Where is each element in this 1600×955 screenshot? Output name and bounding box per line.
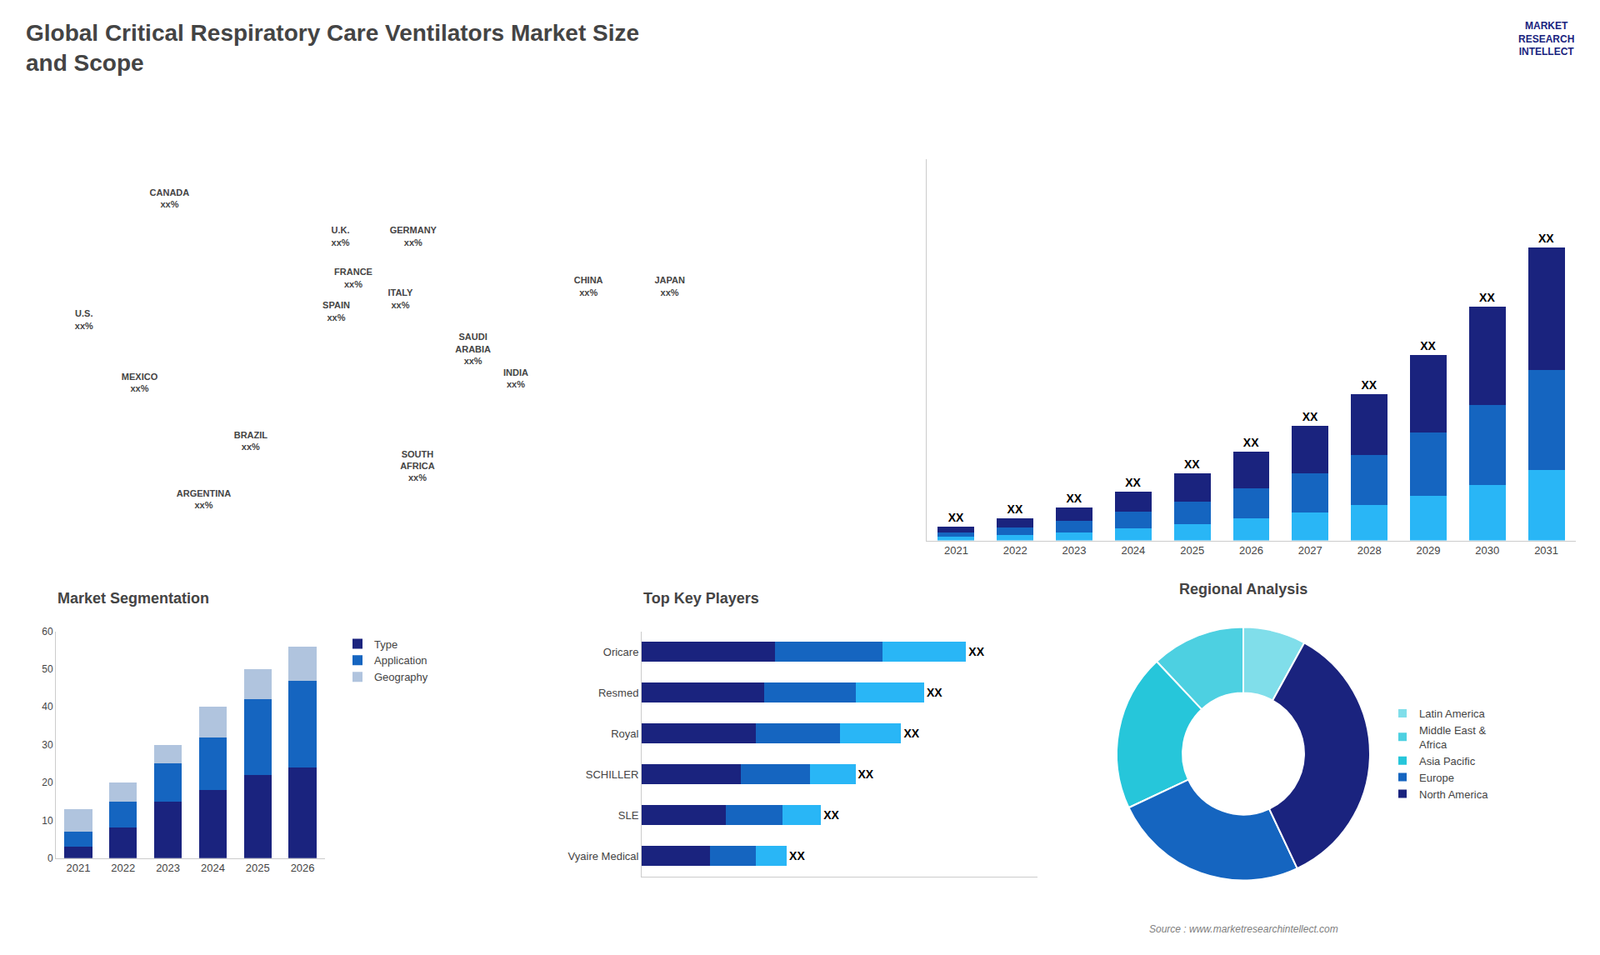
svg-text:CHINAxx%: CHINAxx%: [574, 275, 604, 297]
svg-text:XX: XX: [1007, 502, 1024, 516]
svg-text:FRANCExx%: FRANCExx%: [334, 266, 373, 289]
svg-text:Market Segmentation: Market Segmentation: [57, 590, 210, 607]
svg-text:2023: 2023: [155, 861, 180, 875]
svg-text:Latin America: Latin America: [1419, 707, 1486, 720]
svg-text:Middle East &Africa: Middle East &Africa: [1419, 724, 1487, 751]
svg-text:SCHILLER: SCHILLER: [585, 768, 640, 781]
svg-text:SAUDIARABIAxx%: SAUDIARABIAxx%: [455, 331, 491, 366]
svg-text:Regional Analysis: Regional Analysis: [1179, 580, 1308, 598]
svg-text:XX: XX: [1360, 378, 1377, 392]
svg-text:ITALYxx%: ITALYxx%: [387, 287, 414, 310]
svg-text:0: 0: [47, 852, 54, 865]
svg-text:BRAZILxx%: BRAZILxx%: [234, 430, 269, 452]
svg-text:CANADAxx%: CANADAxx%: [150, 187, 190, 210]
svg-text:30: 30: [41, 739, 54, 751]
svg-text:2026: 2026: [1239, 544, 1264, 557]
svg-text:XX: XX: [823, 808, 840, 822]
svg-text:Application: Application: [374, 654, 428, 667]
svg-text:Oricare: Oricare: [603, 645, 640, 659]
svg-text:2024: 2024: [1120, 544, 1145, 557]
svg-text:GERMANYxx%: GERMANYxx%: [390, 225, 438, 247]
svg-text:2021: 2021: [65, 861, 90, 875]
svg-text:60: 60: [41, 625, 54, 638]
svg-text:North America: North America: [1419, 788, 1489, 801]
svg-text:XX: XX: [1479, 290, 1495, 305]
svg-text:2026: 2026: [290, 861, 315, 875]
svg-text:Geography: Geography: [374, 670, 429, 684]
svg-text:XX: XX: [926, 685, 943, 700]
svg-text:JAPANxx%: JAPANxx%: [654, 275, 685, 297]
svg-text:2029: 2029: [1415, 544, 1440, 557]
svg-text:2022: 2022: [1003, 544, 1028, 557]
svg-text:Source : www.marketresearchint: Source : www.marketresearchintellect.com: [1149, 923, 1339, 935]
svg-text:Global Critical Respiratory Ca: Global Critical Respiratory Care Ventila…: [25, 20, 640, 76]
svg-text:2021: 2021: [944, 544, 969, 557]
svg-text:XX: XX: [858, 767, 875, 781]
svg-text:10: 10: [41, 815, 54, 827]
svg-text:Royal: Royal: [610, 727, 639, 740]
svg-text:XX: XX: [948, 510, 965, 525]
svg-text:40: 40: [41, 700, 54, 713]
svg-text:2025: 2025: [245, 861, 270, 875]
svg-text:SOUTHAFRICAxx%: SOUTHAFRICAxx%: [400, 449, 435, 484]
svg-text:XX: XX: [1420, 339, 1436, 353]
svg-text:XX: XX: [1538, 231, 1555, 245]
svg-text:XX: XX: [1243, 435, 1260, 450]
svg-text:Type: Type: [374, 638, 398, 651]
svg-text:2028: 2028: [1357, 544, 1382, 557]
svg-text:Asia Pacific: Asia Pacific: [1419, 755, 1476, 768]
svg-text:ARGENTINAxx%: ARGENTINAxx%: [176, 488, 231, 510]
svg-text:2025: 2025: [1180, 544, 1205, 557]
svg-text:XX: XX: [789, 849, 805, 863]
svg-text:SLE: SLE: [618, 809, 640, 822]
svg-text:Europe: Europe: [1419, 771, 1455, 785]
svg-text:XX: XX: [1302, 410, 1319, 424]
svg-text:2031: 2031: [1534, 544, 1559, 557]
svg-text:MARKETRESEARCHINTELLECT: MARKETRESEARCHINTELLECT: [1518, 20, 1575, 58]
svg-text:2023: 2023: [1062, 544, 1087, 557]
svg-text:Resmed: Resmed: [598, 686, 639, 700]
svg-text:XX: XX: [1065, 491, 1082, 505]
svg-text:50: 50: [41, 663, 54, 675]
svg-text:MEXICOxx%: MEXICOxx%: [121, 371, 159, 394]
svg-text:XX: XX: [1184, 457, 1200, 471]
svg-text:2030: 2030: [1475, 544, 1500, 557]
svg-text:XX: XX: [968, 645, 985, 659]
svg-text:SPAINxx%: SPAINxx%: [322, 300, 350, 322]
svg-text:Vyaire Medical: Vyaire Medical: [568, 850, 640, 863]
svg-text:2024: 2024: [200, 861, 225, 875]
svg-text:Top Key Players: Top Key Players: [643, 590, 760, 607]
svg-text:XX: XX: [903, 726, 920, 740]
svg-text:2022: 2022: [110, 861, 135, 875]
svg-text:XX: XX: [1125, 475, 1141, 490]
svg-text:20: 20: [41, 776, 54, 789]
svg-text:2027: 2027: [1298, 544, 1323, 557]
svg-text:U.S.xx%: U.S.xx%: [75, 308, 94, 330]
svg-text:U.K.xx%: U.K.xx%: [331, 225, 350, 247]
svg-text:INDIAxx%: INDIAxx%: [503, 367, 529, 390]
